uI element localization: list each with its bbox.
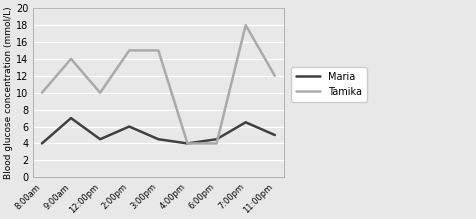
- Maria: [126, 125, 132, 128]
- Maria: [155, 138, 161, 141]
- Legend: Maria, Tamika: Maria, Tamika: [290, 67, 366, 102]
- Tamika: [184, 142, 190, 145]
- Maria: [39, 142, 45, 145]
- Tamika: [97, 91, 103, 94]
- Tamika: [271, 74, 277, 77]
- Tamika: [242, 24, 248, 26]
- Tamika: [68, 58, 74, 60]
- Maria: [213, 138, 219, 141]
- Y-axis label: Blood glucose concentration (mmol/L): Blood glucose concentration (mmol/L): [4, 6, 13, 179]
- Tamika: [126, 49, 132, 52]
- Maria: [97, 138, 103, 141]
- Tamika: [39, 91, 45, 94]
- Line: Tamika: Tamika: [42, 25, 274, 143]
- Maria: [68, 117, 74, 119]
- Line: Maria: Maria: [42, 118, 274, 143]
- Tamika: [213, 142, 219, 145]
- Maria: [184, 142, 190, 145]
- Maria: [242, 121, 248, 124]
- Tamika: [155, 49, 161, 52]
- Maria: [271, 134, 277, 136]
